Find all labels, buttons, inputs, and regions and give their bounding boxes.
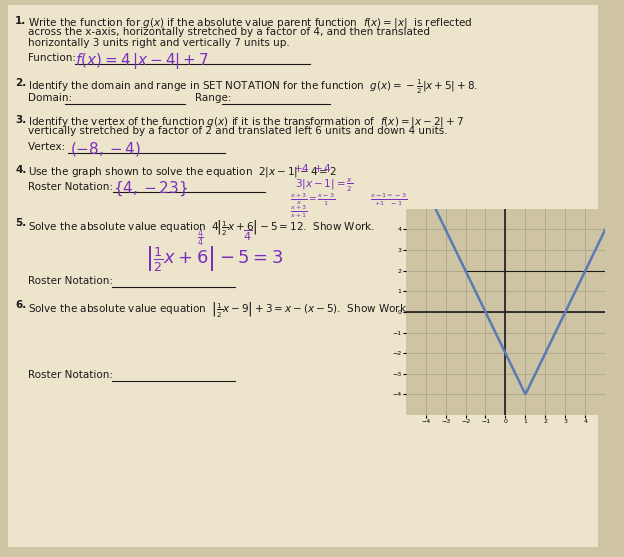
Text: $\frac{4}{4}$: $\frac{4}{4}$ bbox=[197, 228, 204, 250]
Text: 4.: 4. bbox=[15, 165, 26, 175]
Text: $\{4,-23\}$: $\{4,-23\}$ bbox=[113, 180, 188, 198]
Text: Identify the domain and range in SET NOTATION for the function  $g(x)=-\frac{1}{: Identify the domain and range in SET NOT… bbox=[28, 78, 478, 96]
Text: $3|x-1|=\frac{x}{2}$: $3|x-1|=\frac{x}{2}$ bbox=[295, 177, 353, 194]
Text: Roster Notation:: Roster Notation: bbox=[28, 276, 113, 286]
Text: 2.: 2. bbox=[15, 78, 26, 88]
Text: 3.: 3. bbox=[15, 115, 26, 125]
Text: $\frac{x-1=-3}{+1\quad-1}$: $\frac{x-1=-3}{+1\quad-1}$ bbox=[370, 191, 407, 208]
Text: Use the graph shown to solve the equation  $2|x-1|-4=2$: Use the graph shown to solve the equatio… bbox=[28, 165, 337, 179]
Text: 6.: 6. bbox=[15, 300, 26, 310]
Text: Range:: Range: bbox=[195, 93, 232, 103]
Text: Solve the absolute value equation  $4\!\left|\frac{1}{2}x+6\right|-5=12$.  Show : Solve the absolute value equation $4\!\l… bbox=[28, 218, 375, 237]
Text: Identify the vertex of the function $g(x)$ if it is the transformation of  $f(x): Identify the vertex of the function $g(x… bbox=[28, 115, 464, 129]
Text: $\frac{x+3}{x}=\frac{x-3}{1}$: $\frac{x+3}{x}=\frac{x-3}{1}$ bbox=[290, 191, 335, 208]
Text: $(-8, -4)$: $(-8, -4)$ bbox=[70, 140, 141, 158]
Text: Function:: Function: bbox=[28, 53, 82, 63]
Text: Write the function for $g(x)$ if the absolute value parent function  $f(x)=|x|$ : Write the function for $g(x)$ if the abs… bbox=[28, 16, 472, 30]
Text: Vertex:: Vertex: bbox=[28, 142, 72, 152]
Text: Roster Notation:: Roster Notation: bbox=[28, 182, 113, 192]
Text: Roster Notation:: Roster Notation: bbox=[28, 370, 113, 380]
Text: $\left|\frac{1}{2}x+6\right|-5=3$: $\left|\frac{1}{2}x+6\right|-5=3$ bbox=[145, 244, 283, 273]
Text: 1.: 1. bbox=[15, 16, 26, 26]
Text: $\frac{x+3}{x+1}$: $\frac{x+3}{x+1}$ bbox=[290, 203, 308, 219]
Text: 5.: 5. bbox=[15, 218, 26, 228]
Text: $\overline{4}$: $\overline{4}$ bbox=[243, 228, 252, 243]
Text: horizontally 3 units right and vertically 7 units up.: horizontally 3 units right and verticall… bbox=[28, 38, 290, 48]
Text: Domain:: Domain: bbox=[28, 93, 72, 103]
Text: $+4\;+4$: $+4\;+4$ bbox=[293, 162, 332, 174]
Text: vertically stretched by a factor of 2 and translated left 6 units and down 4 uni: vertically stretched by a factor of 2 an… bbox=[28, 126, 447, 136]
Text: across the x-axis, horizontally stretched by a factor of 4, and then translated: across the x-axis, horizontally stretche… bbox=[28, 27, 430, 37]
Text: Solve the absolute value equation  $\left|\frac{1}{2}x-9\right|+3=x-(x-5)$.  Sho: Solve the absolute value equation $\left… bbox=[28, 300, 409, 319]
Text: $f(x) = 4\,|x-4|+7$: $f(x) = 4\,|x-4|+7$ bbox=[75, 51, 209, 71]
